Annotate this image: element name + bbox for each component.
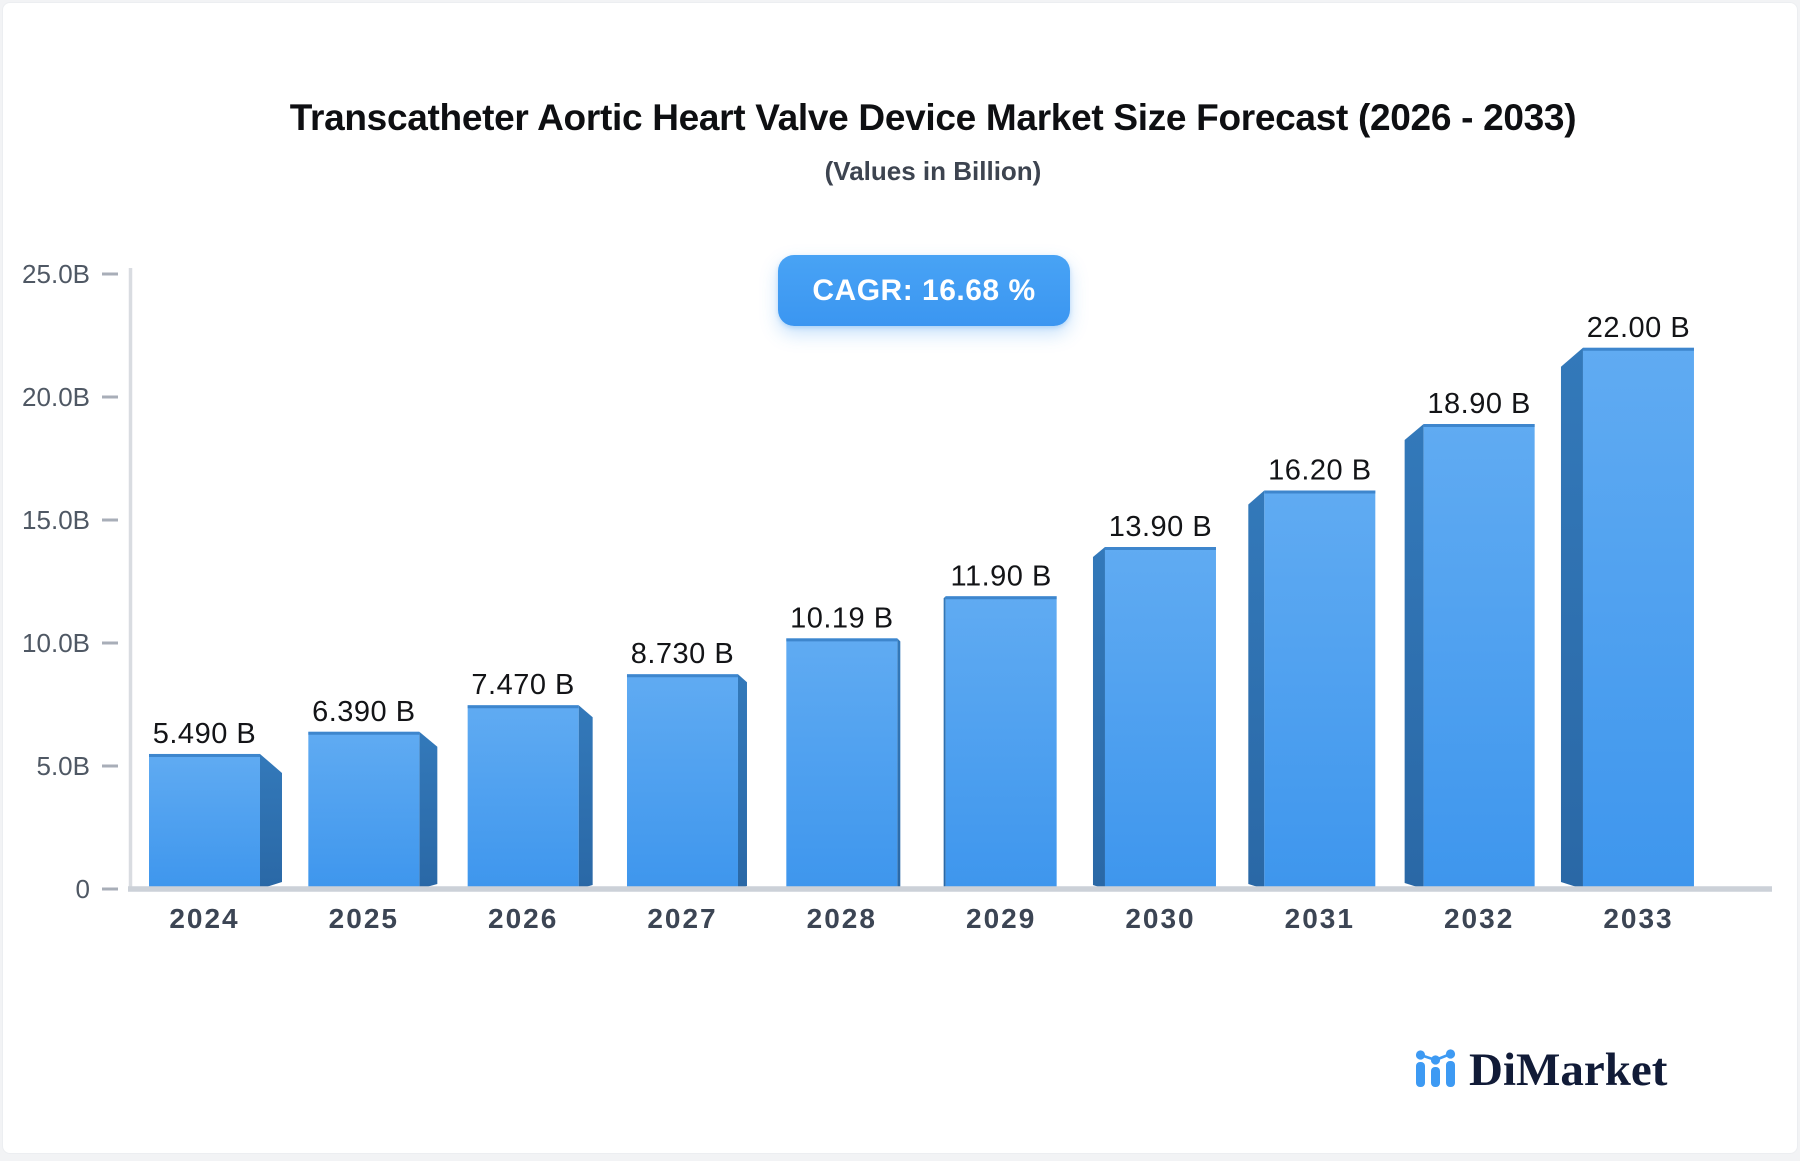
bar-value-label: 5.490 B <box>153 718 256 750</box>
x-axis-year-label: 2030 <box>1125 903 1195 934</box>
bar-value-label: 7.470 B <box>471 669 574 701</box>
x-axis-year-label: 2028 <box>807 903 877 934</box>
x-axis-year-label: 2029 <box>966 903 1036 934</box>
bar-3d-side <box>1560 347 1583 889</box>
bar-3d-side <box>1404 424 1424 889</box>
y-axis-tick-label: 25.0B <box>22 259 90 289</box>
bar-group-2027: 8.730 B <box>626 638 747 889</box>
logo-bar-left <box>1416 1062 1425 1087</box>
logo-dot-right <box>1445 1049 1456 1059</box>
x-axis-year-label: 2027 <box>647 903 717 934</box>
bar <box>308 731 420 889</box>
bar <box>1423 424 1535 889</box>
bar-group-2033: 22.00 B <box>1560 312 1694 889</box>
x-axis-year-label: 2026 <box>488 903 558 934</box>
logo-wordmark: DiMarket <box>1469 1044 1668 1096</box>
cagr-badge: CAGR: 16.68 % <box>778 255 1070 326</box>
bar-3d-side <box>578 705 593 889</box>
bar <box>467 705 579 889</box>
bar-value-label: 22.00 B <box>1587 312 1690 344</box>
bar-3d-side <box>737 674 747 889</box>
x-axis-year-label: 2032 <box>1444 903 1514 934</box>
bar-group-2031: 16.20 B <box>1248 454 1376 889</box>
bar-group-2025: 6.390 B <box>308 696 438 889</box>
bar-3d-side <box>1092 547 1105 889</box>
cagr-badge-label: CAGR: 16.68 % <box>812 273 1036 307</box>
logo-dot-left <box>1415 1050 1426 1060</box>
y-axis-tick-label: 5.0B <box>37 751 91 781</box>
bar-group-2028: 10.19 B <box>786 602 901 889</box>
bar-group-2032: 18.90 B <box>1404 388 1535 889</box>
bar-value-label: 16.20 B <box>1268 454 1371 486</box>
bar-group-2029: 11.90 B <box>943 560 1057 889</box>
logo-bar-middle <box>1431 1067 1440 1087</box>
bar-group-2026: 7.470 B <box>467 669 593 889</box>
bar <box>626 674 738 889</box>
bar-value-label: 6.390 B <box>312 696 415 728</box>
x-axis-year-label: 2031 <box>1285 903 1355 934</box>
y-axis-tick-label: 20.0B <box>22 382 90 412</box>
bar <box>1104 547 1216 889</box>
y-axis-tick-label: 10.0B <box>22 628 90 658</box>
dimarket-logo: DiMarket <box>1413 1040 1667 1104</box>
bar <box>786 638 898 889</box>
bar <box>1264 490 1376 889</box>
bar-3d-side <box>943 596 946 889</box>
bar-group-2030: 13.90 B <box>1092 511 1216 889</box>
bar-group-2024: 5.490 B <box>149 718 282 889</box>
bar-value-label: 8.730 B <box>631 638 734 670</box>
bar-value-label: 13.90 B <box>1109 511 1212 543</box>
bar-3d-side <box>260 753 282 889</box>
x-axis-year-label: 2033 <box>1603 903 1673 934</box>
bar-value-label: 10.19 B <box>790 602 893 634</box>
bar <box>945 596 1057 889</box>
bar-3d-side <box>1248 490 1265 889</box>
bar <box>1582 347 1694 889</box>
bar-chart-trend-icon <box>1415 1049 1456 1087</box>
bar <box>149 753 260 889</box>
y-axis-tick-label: 15.0B <box>22 505 90 535</box>
bar-value-label: 18.90 B <box>1427 388 1530 420</box>
y-axis-tick-label: 0 <box>76 874 90 904</box>
x-axis-year-label: 2025 <box>329 903 399 934</box>
bar-3d-side <box>419 731 438 889</box>
x-axis-year-label: 2024 <box>169 903 239 934</box>
bar-value-label: 11.90 B <box>950 560 1051 592</box>
bar-3d-side <box>897 638 901 889</box>
logo-bar-right <box>1446 1061 1455 1087</box>
logo-dot-middle <box>1430 1055 1441 1065</box>
